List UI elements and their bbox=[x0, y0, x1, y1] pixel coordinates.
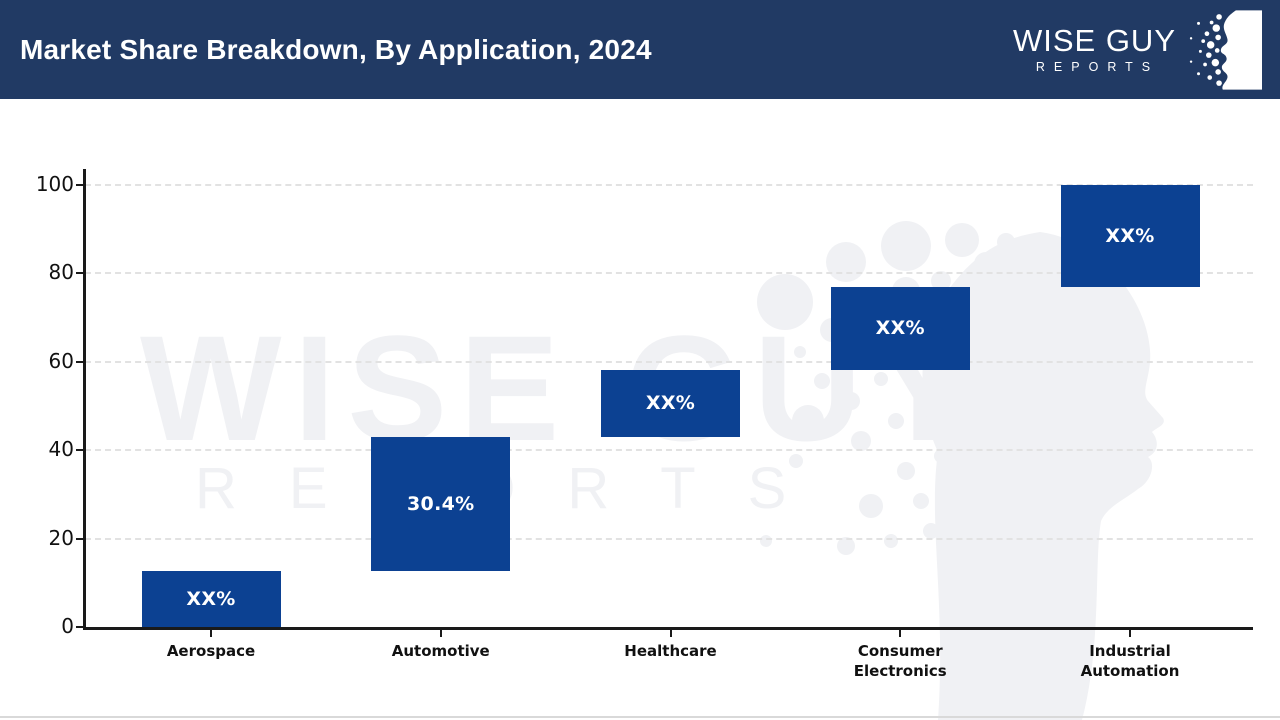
gridline-40 bbox=[85, 449, 1253, 452]
y-tick-mark-0 bbox=[76, 626, 85, 628]
bar-consumer-electronics: XX% bbox=[830, 286, 970, 370]
y-tick-label-100: 100 bbox=[35, 172, 74, 196]
bar-industrial-automation: XX% bbox=[1060, 185, 1200, 287]
header: Market Share Breakdown, By Application, … bbox=[0, 0, 1280, 99]
y-axis-line bbox=[83, 169, 86, 629]
y-tick-mark-100 bbox=[76, 184, 85, 186]
y-tick-mark-80 bbox=[76, 272, 85, 275]
wise-guy-logo: WISE GUY REPORTS bbox=[1013, 9, 1262, 91]
x-category-label-aerospace: Aerospace bbox=[166, 642, 256, 660]
gridline-80 bbox=[85, 272, 1253, 275]
x-category-label-healthcare: Healthcare bbox=[624, 642, 717, 660]
y-tick-label-60: 60 bbox=[48, 348, 74, 373]
gridline-100 bbox=[85, 184, 1253, 186]
logo-wordmark: WISE GUY bbox=[1012, 23, 1176, 59]
watermark-subtitle: REPORTS bbox=[195, 456, 838, 521]
y-tick-label-20: 20 bbox=[48, 525, 74, 550]
bar-value-label-healthcare: XX% bbox=[645, 392, 696, 415]
x-axis-line bbox=[83, 627, 1253, 630]
x-tick-mark-automotive bbox=[439, 629, 442, 637]
page-title: Market Share Breakdown, By Application, … bbox=[20, 33, 652, 65]
y-tick-label-80: 80 bbox=[48, 260, 74, 285]
y-tick-mark-20 bbox=[76, 537, 85, 540]
y-tick-mark-40 bbox=[76, 449, 85, 452]
x-tick-mark-healthcare bbox=[669, 629, 672, 637]
bar-value-label-aerospace: XX% bbox=[186, 588, 236, 611]
x-category-label-automotive: Automotive bbox=[391, 642, 490, 660]
logo-head-icon bbox=[1189, 9, 1262, 90]
x-category-label-consumer-electronics: Consumer Electronics bbox=[853, 642, 947, 680]
bottom-rule bbox=[0, 716, 1280, 718]
y-tick-label-0: 0 bbox=[61, 614, 74, 638]
y-tick-mark-60 bbox=[76, 360, 85, 363]
bar-automotive: 30.4% bbox=[371, 436, 511, 572]
bar-value-label-automotive: 30.4% bbox=[407, 493, 475, 516]
x-category-label-industrial-automation: Industrial Automation bbox=[1080, 642, 1180, 680]
gridline-60 bbox=[85, 360, 1253, 363]
x-tick-mark-industrial-automation bbox=[1129, 629, 1131, 637]
logo-text: WISE GUY REPORTS bbox=[1013, 25, 1176, 74]
bar-value-label-industrial-automation: XX% bbox=[1105, 224, 1155, 247]
bar-aerospace: XX% bbox=[141, 571, 281, 627]
watermark-dots bbox=[757, 221, 1015, 555]
x-tick-mark-aerospace bbox=[210, 629, 212, 637]
x-tick-mark-consumer-electronics bbox=[899, 629, 902, 637]
bar-healthcare: XX% bbox=[601, 369, 740, 437]
y-tick-label-40: 40 bbox=[48, 437, 74, 462]
gridline-20 bbox=[85, 537, 1253, 540]
logo-subtitle: REPORTS bbox=[1035, 59, 1160, 74]
bar-value-label-consumer-electronics: XX% bbox=[875, 317, 925, 340]
